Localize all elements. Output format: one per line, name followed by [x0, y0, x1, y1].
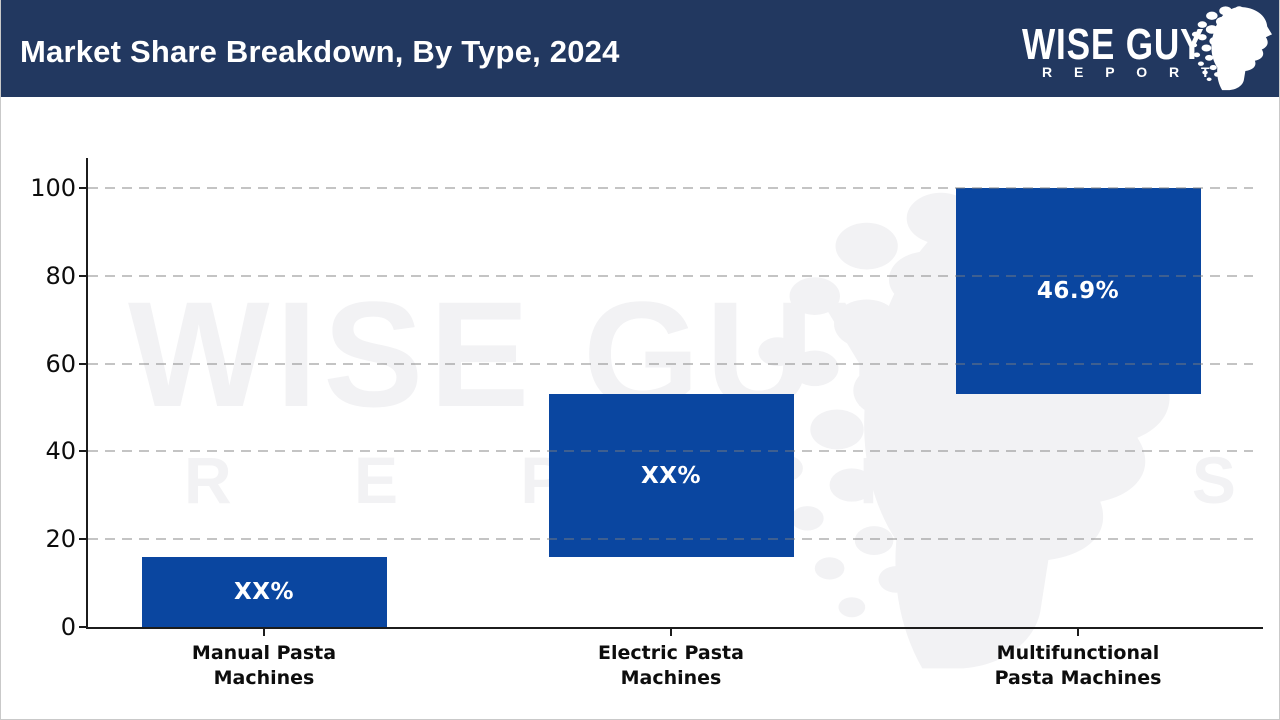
- gridline-20: [88, 538, 1253, 541]
- y-tick-label: 20: [45, 525, 76, 554]
- y-tick-mark: [79, 187, 86, 189]
- y-tick-label: 80: [45, 261, 76, 290]
- y-tick-mark: [79, 538, 86, 541]
- y-tick-label: 0: [60, 613, 76, 641]
- bar-1: XX%: [141, 557, 387, 627]
- y-tick-label: 100: [30, 174, 76, 202]
- logo-wordmark: WISE GUY: [1022, 20, 1205, 69]
- category-label: Manual Pasta Machines: [191, 642, 337, 689]
- y-tick-mark: [79, 626, 86, 628]
- y-tick-label: 40: [45, 437, 76, 466]
- x-tick-mark: [263, 629, 265, 636]
- gridline-40: [88, 450, 1253, 453]
- gridline-80: [88, 274, 1253, 277]
- page-title: Market Share Breakdown, By Type, 2024: [20, 34, 620, 69]
- wise-guy-logo: WISE GUY R E P O R T S: [1022, 0, 1272, 97]
- y-axis-line: [86, 158, 88, 629]
- bar-2: XX%: [548, 393, 794, 558]
- bar-value-label: XX%: [233, 579, 294, 606]
- y-tick-mark: [79, 450, 86, 453]
- header-bar: Market Share Breakdown, By Type, 2024 WI…: [0, 0, 1280, 97]
- x-tick-mark: [670, 629, 672, 636]
- category-label: Electric Pasta Machines: [598, 642, 744, 689]
- bar-value-label: 46.9%: [1036, 277, 1120, 304]
- gridline-100: [88, 187, 1253, 189]
- logo-face-icon: [1190, 5, 1272, 93]
- bar-3: 46.9%: [955, 188, 1201, 394]
- y-tick-label: 60: [45, 349, 76, 378]
- x-tick-mark: [1077, 629, 1079, 636]
- category-label: Multifunctional Pasta Machines: [994, 642, 1162, 689]
- gridline-60: [88, 362, 1253, 365]
- y-tick-mark: [79, 362, 86, 365]
- logo-subtext: R E P O R T S: [1042, 64, 1250, 80]
- bar-value-label: XX%: [640, 462, 701, 489]
- x-axis-line: [86, 627, 1263, 629]
- y-tick-mark: [79, 274, 86, 277]
